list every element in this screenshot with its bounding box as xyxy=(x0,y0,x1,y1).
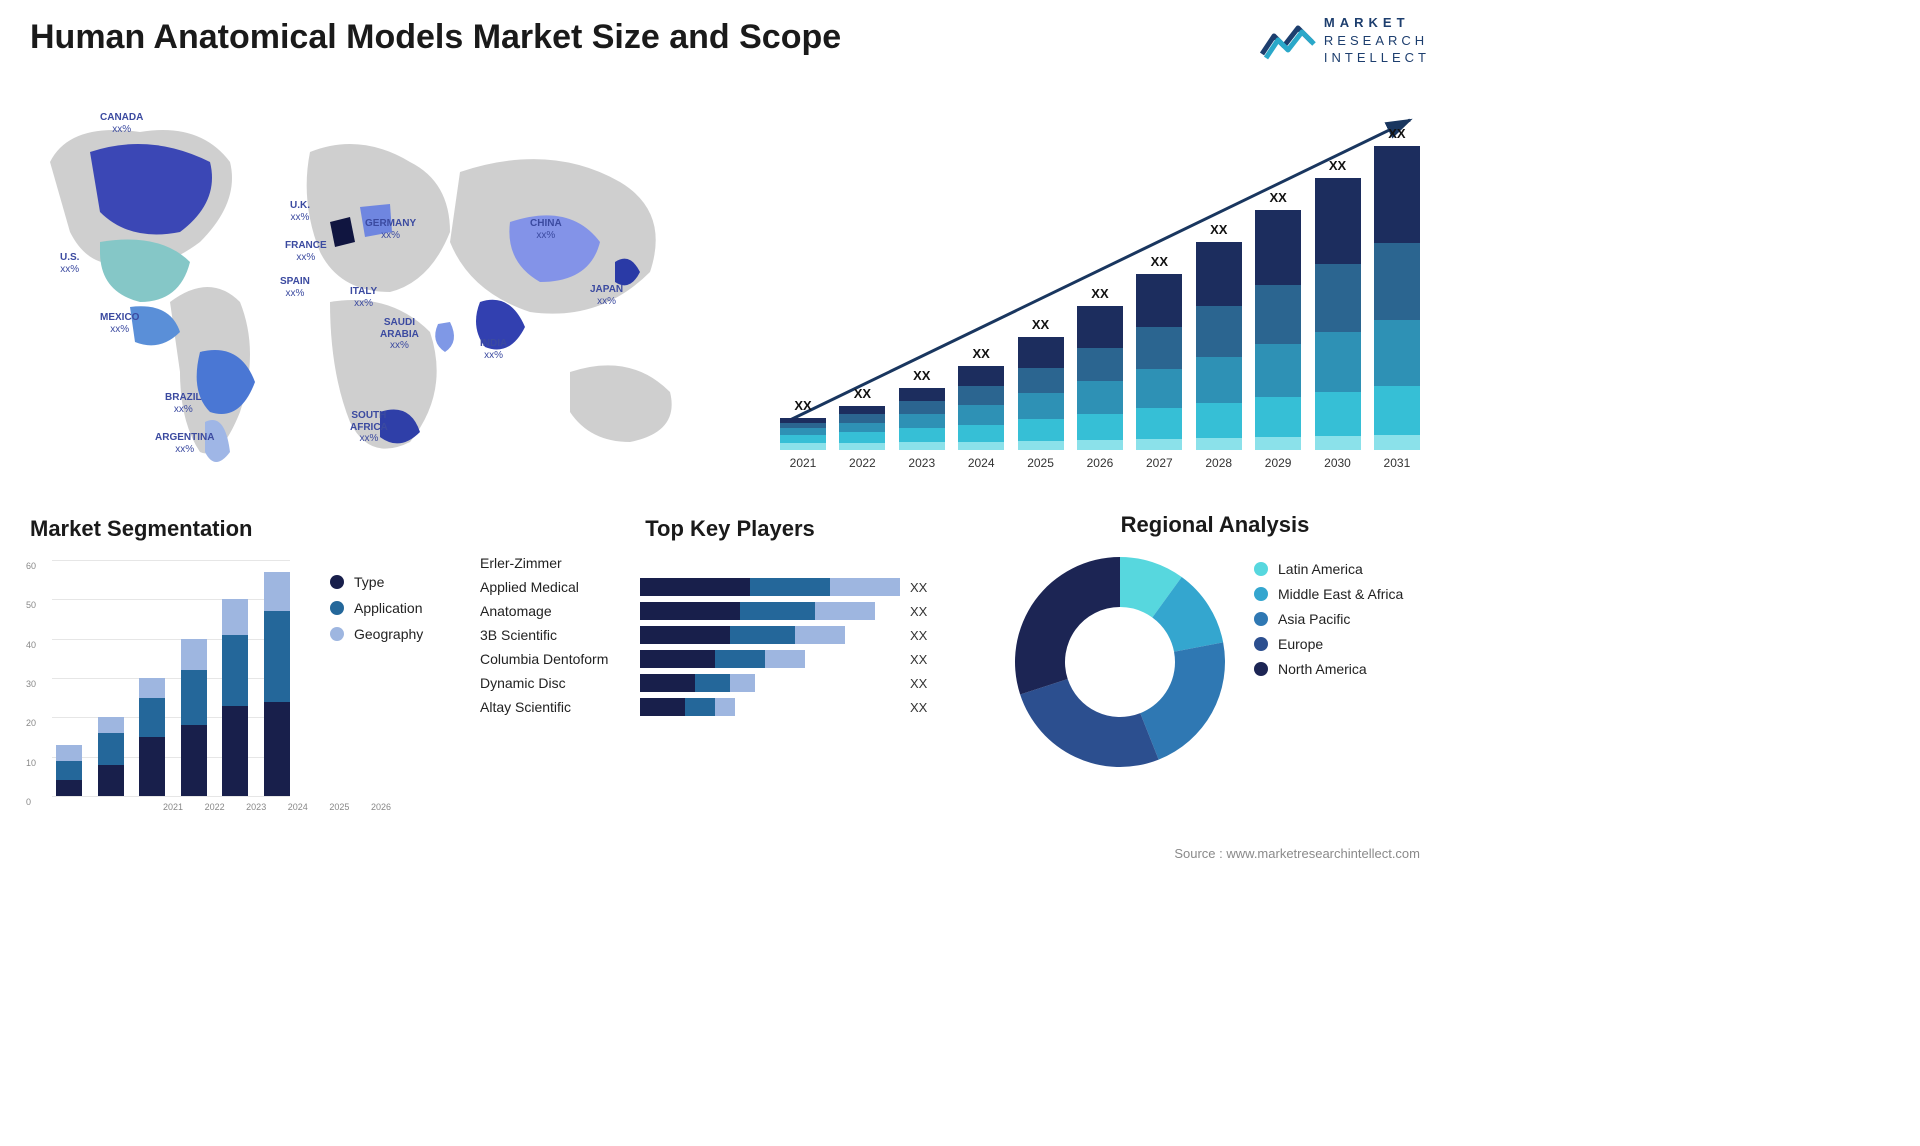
regional-legend: Latin America Middle East & Africa Asia Pa… xyxy=(1254,552,1403,686)
donut-slice xyxy=(1140,642,1225,759)
legend-item: Europe xyxy=(1254,636,1403,652)
size-bar: XX2021 xyxy=(780,418,826,450)
legend-item: Asia Pacific xyxy=(1254,611,1403,627)
map-label: ITALYxx% xyxy=(350,286,377,309)
market-segmentation-panel: Market Segmentation 01020304050602021202… xyxy=(30,516,450,814)
player-row: Applied MedicalXX xyxy=(480,578,980,596)
map-label: CHINAxx% xyxy=(530,218,562,241)
legend-item: Middle East & Africa xyxy=(1254,586,1403,602)
size-bar: XX2022 xyxy=(839,406,885,450)
size-bar: XX2027 xyxy=(1136,274,1182,450)
size-bar: XX2030 xyxy=(1315,178,1361,450)
legend-item: Type xyxy=(330,574,423,590)
logo-mark-icon xyxy=(1260,20,1316,60)
segmentation-legend: Type Application Geography xyxy=(330,564,423,652)
map-label: GERMANYxx% xyxy=(365,218,416,241)
page-title: Human Anatomical Models Market Size and … xyxy=(30,18,841,57)
player-row: AnatomageXX xyxy=(480,602,980,620)
map-label: SAUDIARABIAxx% xyxy=(380,317,419,352)
regional-donut-chart xyxy=(1010,552,1230,772)
map-label: JAPANxx% xyxy=(590,284,623,307)
size-bar: XX2024 xyxy=(958,366,1004,450)
segmentation-title: Market Segmentation xyxy=(30,516,450,542)
size-bar: XX2025 xyxy=(1018,337,1064,450)
legend-item: Geography xyxy=(330,626,423,642)
map-label: MEXICOxx% xyxy=(100,312,139,335)
size-bar: XX2023 xyxy=(899,388,945,450)
seg-bar: 2022 xyxy=(98,717,124,796)
key-players-panel: Top Key Players Erler-Zimmer Applied Medi… xyxy=(480,516,980,722)
player-row: Columbia DentoformXX xyxy=(480,650,980,668)
seg-bar: 2021 xyxy=(56,745,82,796)
segmentation-chart: 0102030405060202120222023202420252026 xyxy=(30,554,290,814)
logo-line2: RESEARCH xyxy=(1324,33,1428,48)
map-label: CANADAxx% xyxy=(100,112,143,135)
players-title: Top Key Players xyxy=(480,516,980,542)
map-label: BRAZILxx% xyxy=(165,392,202,415)
seg-bar: 2023 xyxy=(139,678,165,796)
size-bar: XX2031 xyxy=(1374,146,1420,450)
map-label: INDIAxx% xyxy=(480,338,507,361)
player-row: Erler-Zimmer xyxy=(480,554,980,572)
brand-logo: MARKET RESEARCH INTELLECT xyxy=(1260,14,1430,67)
player-row: 3B ScientificXX xyxy=(480,626,980,644)
donut-slice xyxy=(1020,679,1159,767)
map-label: SPAINxx% xyxy=(280,276,310,299)
map-label: FRANCExx% xyxy=(285,240,327,263)
source-attribution: Source : www.marketresearchintellect.com xyxy=(1174,846,1420,861)
size-bar: XX2026 xyxy=(1077,306,1123,450)
market-size-chart: XX2021 XX2022 XX2023 XX2024 XX2025 XX2026 XX20… xyxy=(780,100,1420,470)
donut-slice xyxy=(1015,557,1120,694)
player-row: Dynamic DiscXX xyxy=(480,674,980,692)
map-label: U.S.xx% xyxy=(60,252,79,275)
regional-analysis-panel: Regional Analysis Latin AmericaMiddle Ea… xyxy=(1010,516,1420,772)
legend-item: North America xyxy=(1254,661,1403,677)
legend-item: Application xyxy=(330,600,423,616)
player-row: Altay ScientificXX xyxy=(480,698,980,716)
regional-title: Regional Analysis xyxy=(1121,512,1310,537)
legend-item: Latin America xyxy=(1254,561,1403,577)
seg-bar: 2025 xyxy=(222,599,248,796)
map-label: U.K.xx% xyxy=(290,200,310,223)
map-label: ARGENTINAxx% xyxy=(155,432,214,455)
seg-bar: 2024 xyxy=(181,639,207,796)
world-map: CANADAxx% U.S.xx% MEXICOxx% BRAZILxx% ARGENT… xyxy=(30,92,730,492)
size-bar: XX2029 xyxy=(1255,210,1301,450)
seg-bar: 2026 xyxy=(264,572,290,796)
logo-line3: INTELLECT xyxy=(1324,50,1430,65)
size-bar: XX2028 xyxy=(1196,242,1242,450)
logo-line1: MARKET xyxy=(1324,15,1410,30)
map-label: SOUTHAFRICAxx% xyxy=(350,410,388,445)
